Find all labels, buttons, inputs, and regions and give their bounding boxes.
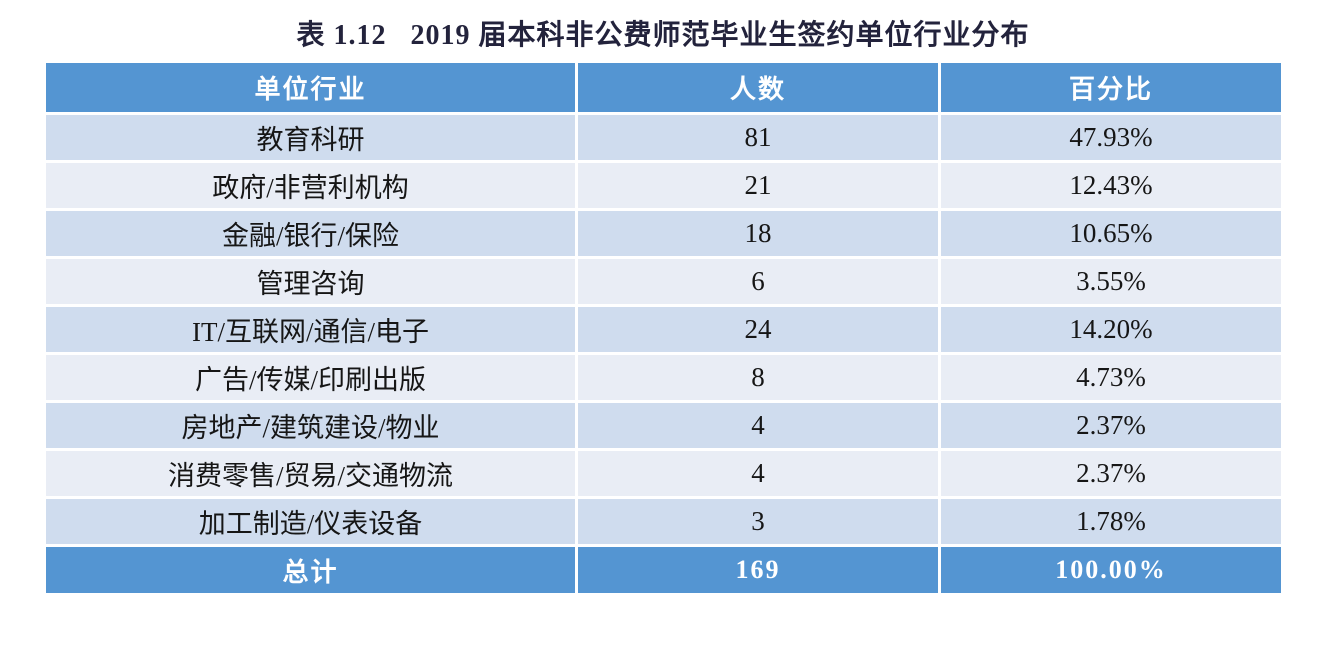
count-cell: 21 (578, 163, 938, 208)
total-percent-cell: 100.00% (941, 547, 1281, 593)
count-cell: 4 (578, 451, 938, 496)
count-cell: 18 (578, 211, 938, 256)
table-row: IT/互联网/通信/电子 24 14.20% (46, 307, 1281, 352)
count-cell: 81 (578, 115, 938, 160)
industry-cell: 广告/传媒/印刷出版 (46, 355, 575, 400)
industry-distribution-table: 单位行业 人数 百分比 教育科研 81 47.93% 政府/非营利机构 21 1… (43, 60, 1284, 596)
percent-cell: 1.78% (941, 499, 1281, 544)
count-cell: 6 (578, 259, 938, 304)
percent-cell: 14.20% (941, 307, 1281, 352)
header-cell-percent: 百分比 (941, 63, 1281, 112)
percent-cell: 10.65% (941, 211, 1281, 256)
count-cell: 3 (578, 499, 938, 544)
table-row: 管理咨询 6 3.55% (46, 259, 1281, 304)
percent-cell: 12.43% (941, 163, 1281, 208)
industry-cell: 管理咨询 (46, 259, 575, 304)
table-caption-number: 表 1.12 (296, 20, 387, 51)
table-caption: 表 1.12 2019 届本科非公费师范毕业生签约单位行业分布 (0, 13, 1326, 53)
table-row: 政府/非营利机构 21 12.43% (46, 163, 1281, 208)
total-row: 总计 169 100.00% (46, 547, 1281, 593)
industry-cell: IT/互联网/通信/电子 (46, 307, 575, 352)
count-cell: 4 (578, 403, 938, 448)
table-row: 消费零售/贸易/交通物流 4 2.37% (46, 451, 1281, 496)
industry-cell: 金融/银行/保险 (46, 211, 575, 256)
total-count-cell: 169 (578, 547, 938, 593)
table-caption-title: 2019 届本科非公费师范毕业生签约单位行业分布 (410, 20, 1030, 51)
industry-cell: 加工制造/仪表设备 (46, 499, 575, 544)
percent-cell: 3.55% (941, 259, 1281, 304)
table-row: 加工制造/仪表设备 3 1.78% (46, 499, 1281, 544)
header-cell-industry: 单位行业 (46, 63, 575, 112)
percent-cell: 2.37% (941, 403, 1281, 448)
percent-cell: 2.37% (941, 451, 1281, 496)
industry-cell: 教育科研 (46, 115, 575, 160)
percent-cell: 47.93% (941, 115, 1281, 160)
percent-cell: 4.73% (941, 355, 1281, 400)
table-body: 教育科研 81 47.93% 政府/非营利机构 21 12.43% 金融/银行/… (46, 115, 1281, 544)
industry-cell: 房地产/建筑建设/物业 (46, 403, 575, 448)
total-label-cell: 总计 (46, 547, 575, 593)
table-row: 教育科研 81 47.93% (46, 115, 1281, 160)
count-cell: 8 (578, 355, 938, 400)
header-row: 单位行业 人数 百分比 (46, 63, 1281, 112)
count-cell: 24 (578, 307, 938, 352)
table-row: 金融/银行/保险 18 10.65% (46, 211, 1281, 256)
industry-cell: 政府/非营利机构 (46, 163, 575, 208)
table-row: 房地产/建筑建设/物业 4 2.37% (46, 403, 1281, 448)
industry-cell: 消费零售/贸易/交通物流 (46, 451, 575, 496)
header-cell-count: 人数 (578, 63, 938, 112)
table-row: 广告/传媒/印刷出版 8 4.73% (46, 355, 1281, 400)
